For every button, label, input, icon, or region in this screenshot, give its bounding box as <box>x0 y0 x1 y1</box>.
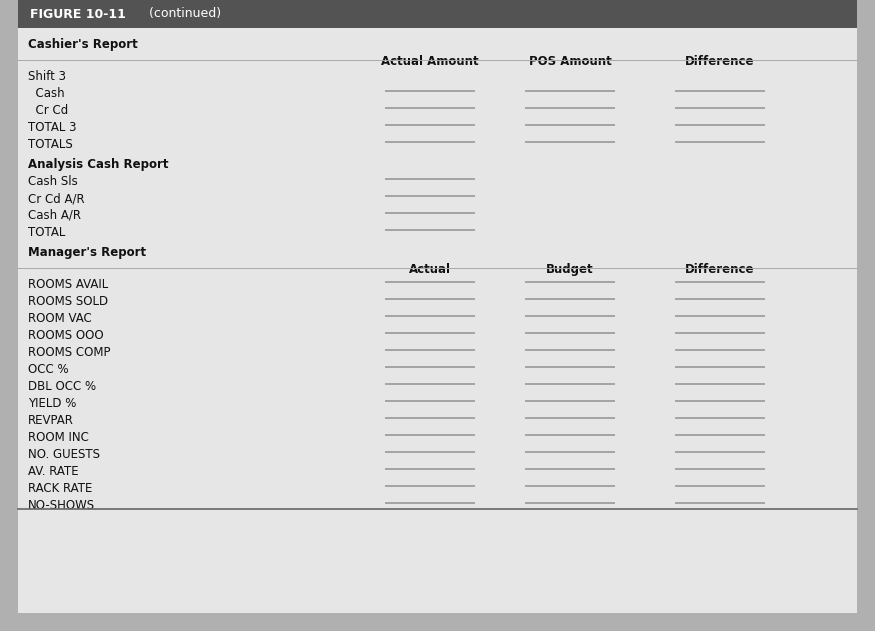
Text: ROOMS COMP: ROOMS COMP <box>28 346 110 359</box>
Text: Analysis Cash Report: Analysis Cash Report <box>28 158 169 171</box>
Text: Cash A/R: Cash A/R <box>28 209 81 222</box>
Text: Difference: Difference <box>685 55 755 68</box>
Text: ROOMS SOLD: ROOMS SOLD <box>28 295 108 308</box>
Text: TOTALS: TOTALS <box>28 138 73 151</box>
Text: Difference: Difference <box>685 263 755 276</box>
Text: Actual: Actual <box>409 263 451 276</box>
Text: ROOM VAC: ROOM VAC <box>28 312 92 325</box>
Text: Cashier's Report: Cashier's Report <box>28 38 137 51</box>
Text: ROOM INC: ROOM INC <box>28 431 89 444</box>
Text: Cash: Cash <box>28 87 65 100</box>
Text: RACK RATE: RACK RATE <box>28 482 93 495</box>
Text: TOTAL: TOTAL <box>28 226 66 239</box>
Text: NO. GUESTS: NO. GUESTS <box>28 448 100 461</box>
Text: Budget: Budget <box>546 263 594 276</box>
Text: TOTAL 3: TOTAL 3 <box>28 121 76 134</box>
Text: Manager's Report: Manager's Report <box>28 246 146 259</box>
Text: FIGURE 10-11: FIGURE 10-11 <box>30 8 126 20</box>
Text: POS Amount: POS Amount <box>528 55 612 68</box>
Text: (continued): (continued) <box>133 8 221 20</box>
Text: Actual Amount: Actual Amount <box>382 55 479 68</box>
Text: ROOMS AVAIL: ROOMS AVAIL <box>28 278 108 291</box>
Bar <box>18 0 857 28</box>
Text: Cr Cd A/R: Cr Cd A/R <box>28 192 85 205</box>
Text: OCC %: OCC % <box>28 363 68 376</box>
Text: YIELD %: YIELD % <box>28 397 76 410</box>
Text: Shift 3: Shift 3 <box>28 70 66 83</box>
Text: Cr Cd: Cr Cd <box>28 104 68 117</box>
Text: AV. RATE: AV. RATE <box>28 465 79 478</box>
Text: ROOMS OOO: ROOMS OOO <box>28 329 103 342</box>
Text: DBL OCC %: DBL OCC % <box>28 380 96 393</box>
Text: Cash Sls: Cash Sls <box>28 175 78 188</box>
Text: NO-SHOWS: NO-SHOWS <box>28 499 95 512</box>
Text: REVPAR: REVPAR <box>28 414 74 427</box>
